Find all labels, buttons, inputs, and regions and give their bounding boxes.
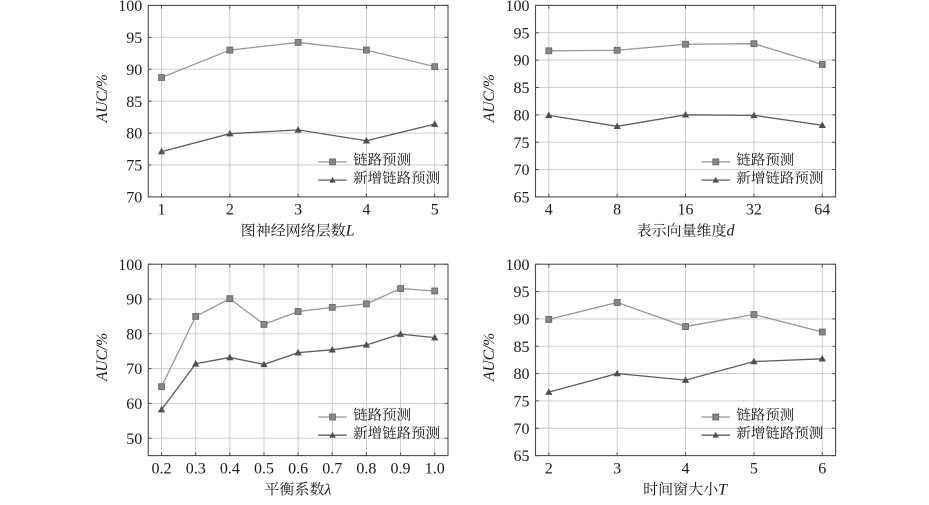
svg-text:65: 65 — [514, 190, 530, 207]
svg-text:80: 80 — [126, 126, 142, 143]
svg-text:8: 8 — [613, 202, 621, 219]
svg-text:95: 95 — [126, 30, 142, 47]
svg-text:85: 85 — [514, 80, 530, 97]
svg-text:0.4: 0.4 — [220, 460, 240, 477]
svg-text:80: 80 — [514, 366, 530, 383]
svg-text:70: 70 — [126, 190, 142, 207]
svg-text:32: 32 — [746, 202, 762, 219]
svg-text:3: 3 — [294, 202, 302, 219]
svg-text:L: L — [345, 223, 355, 240]
svg-text:T: T — [718, 481, 728, 498]
svg-text:2: 2 — [545, 460, 553, 477]
svg-text:64: 64 — [814, 202, 830, 219]
svg-text:1: 1 — [158, 202, 166, 219]
svg-text:AUC/%: AUC/% — [94, 74, 111, 123]
svg-text:1.0: 1.0 — [425, 460, 445, 477]
svg-text:4: 4 — [545, 202, 553, 219]
svg-text:4: 4 — [682, 460, 690, 477]
svg-text:5: 5 — [750, 460, 758, 477]
svg-text:0.8: 0.8 — [356, 460, 376, 477]
svg-text:0.6: 0.6 — [288, 460, 308, 477]
svg-text:5: 5 — [431, 202, 439, 219]
svg-text:75: 75 — [514, 135, 530, 152]
svg-text:85: 85 — [126, 94, 142, 111]
svg-text:70: 70 — [514, 421, 530, 438]
svg-text:50: 50 — [126, 431, 142, 448]
svg-text:90: 90 — [126, 292, 142, 309]
svg-text:0.3: 0.3 — [186, 460, 206, 477]
svg-text:0.7: 0.7 — [322, 460, 342, 477]
svg-text:70: 70 — [514, 162, 530, 179]
svg-text:16: 16 — [678, 202, 694, 219]
svg-text:80: 80 — [514, 107, 530, 124]
svg-text:85: 85 — [514, 339, 530, 356]
svg-text:60: 60 — [126, 396, 142, 413]
svg-text:90: 90 — [514, 53, 530, 70]
svg-text:70: 70 — [126, 361, 142, 378]
svg-text:95: 95 — [514, 25, 530, 42]
svg-text:90: 90 — [514, 311, 530, 328]
svg-text:100: 100 — [506, 257, 530, 274]
svg-text:75: 75 — [514, 394, 530, 411]
svg-text:4: 4 — [362, 202, 370, 219]
svg-text:AUC/%: AUC/% — [481, 74, 498, 123]
svg-text:80: 80 — [126, 326, 142, 343]
svg-text:AUC/%: AUC/% — [94, 333, 111, 382]
svg-text:3: 3 — [613, 460, 621, 477]
svg-text:100: 100 — [118, 257, 142, 274]
svg-text:0.9: 0.9 — [391, 460, 411, 477]
svg-text:90: 90 — [126, 62, 142, 79]
svg-text:6: 6 — [818, 460, 826, 477]
svg-text:0.2: 0.2 — [152, 460, 172, 477]
svg-text:95: 95 — [514, 284, 530, 301]
svg-text:100: 100 — [506, 0, 530, 15]
svg-text:λ: λ — [323, 481, 331, 498]
svg-text:75: 75 — [126, 158, 142, 175]
svg-text:65: 65 — [514, 448, 530, 465]
svg-text:d: d — [727, 223, 736, 240]
svg-text:2: 2 — [226, 202, 234, 219]
svg-text:100: 100 — [118, 0, 142, 15]
svg-text:AUC/%: AUC/% — [481, 333, 498, 382]
svg-text:0.5: 0.5 — [254, 460, 274, 477]
